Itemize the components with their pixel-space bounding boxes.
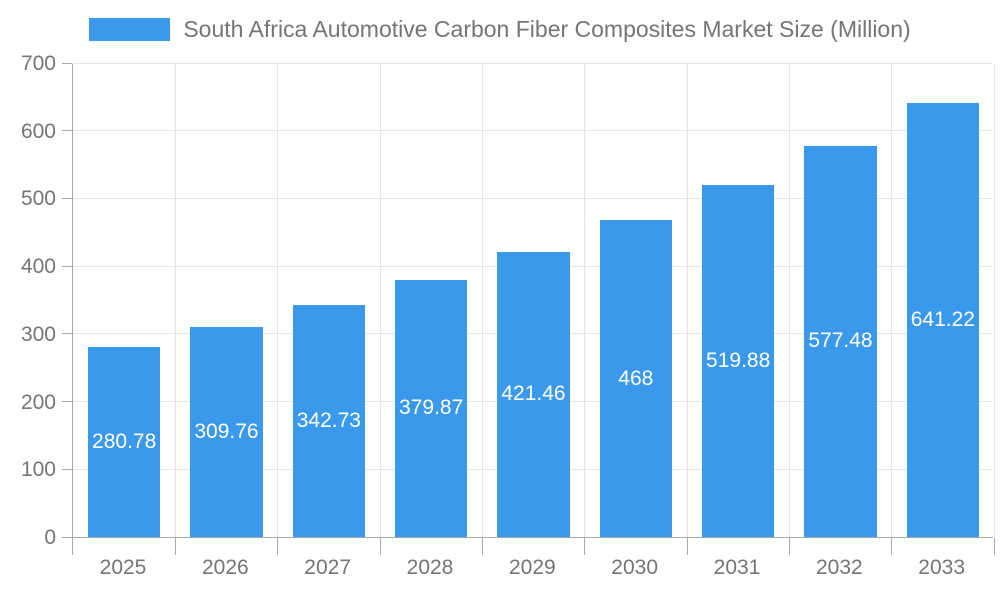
- x-tick-label: 2030: [611, 556, 659, 579]
- plot-area: 280.78 309.76 342.73 379.87 421.46 468 519.88 5…: [62, 62, 995, 555]
- v-gridline: [481, 64, 483, 537]
- bar-2025: 280.78: [87, 346, 161, 537]
- y-tick-label: 300: [20, 322, 56, 346]
- y-tick-label: 100: [20, 458, 56, 482]
- x-tick: [788, 538, 790, 555]
- x-tick: [174, 538, 176, 555]
- y-tick-label: 700: [20, 52, 56, 75]
- legend: South Africa Automotive Carbon Fiber Com…: [0, 14, 1000, 44]
- y-tick-label: 400: [20, 255, 56, 279]
- bar-value-label: 577.48: [808, 329, 873, 353]
- x-tick: [993, 538, 995, 555]
- v-gridline: [584, 64, 586, 537]
- x-tick: [686, 538, 688, 555]
- bar-value-label: 468: [618, 366, 654, 390]
- x-tick-label: 2025: [99, 556, 147, 579]
- y-tick-label: 600: [20, 119, 56, 143]
- y-tick: [62, 401, 72, 403]
- y-tick: [62, 62, 72, 64]
- y-tick-label: 0: [44, 526, 56, 549]
- bar-value-label: 280.78: [92, 429, 157, 453]
- bar-2027: 342.73: [292, 304, 366, 537]
- x-tick: [72, 538, 73, 555]
- x-tick: [481, 538, 483, 555]
- bar-value-label: 379.87: [399, 396, 464, 420]
- v-gridline: [788, 64, 790, 537]
- v-gridline: [277, 64, 279, 537]
- x-tick-label: 2031: [713, 556, 761, 579]
- h-gridline: [73, 130, 993, 132]
- y-tick: [62, 130, 72, 132]
- y-tick: [62, 265, 72, 267]
- bar-2030: 468: [599, 220, 673, 537]
- legend-label[interactable]: South Africa Automotive Carbon Fiber Com…: [183, 16, 911, 42]
- y-tick: [62, 197, 72, 199]
- bar-2033: 641.22: [906, 102, 980, 537]
- bar-value-label: 309.76: [194, 420, 259, 444]
- v-gridline: [686, 64, 688, 537]
- v-gridline: [993, 64, 995, 537]
- x-tick-label: 2026: [201, 556, 249, 579]
- x-tick-label: 2029: [508, 556, 556, 579]
- bar-2032: 577.48: [804, 145, 877, 537]
- bar-value-label: 519.88: [706, 348, 771, 372]
- legend-swatch[interactable]: [89, 17, 171, 41]
- bar-2026: 309.76: [190, 327, 263, 537]
- bar-value-label: 421.46: [501, 382, 566, 406]
- x-tick-label: 2028: [406, 556, 454, 579]
- bar-2029: 421.46: [497, 251, 570, 537]
- v-gridline: [891, 64, 893, 537]
- bar-2028: 379.87: [394, 279, 468, 537]
- v-gridline: [379, 64, 381, 537]
- h-gridline: [73, 62, 993, 64]
- x-tick: [584, 538, 586, 555]
- x-tick-label: 2033: [918, 556, 966, 579]
- x-tick: [277, 538, 279, 555]
- bar-value-label: 342.73: [296, 408, 361, 432]
- x-tick: [891, 538, 893, 555]
- bar-2031: 519.88: [701, 184, 775, 537]
- x-tick-label: 2027: [304, 556, 352, 579]
- y-tick: [62, 536, 72, 538]
- y-tick-label: 500: [20, 187, 56, 211]
- y-tick-label: 200: [20, 390, 56, 414]
- x-tick: [379, 538, 381, 555]
- y-tick: [62, 468, 72, 470]
- y-tick: [62, 333, 72, 335]
- v-gridline: [174, 64, 176, 537]
- bar-value-label: 641.22: [910, 307, 975, 331]
- x-tick-label: 2032: [815, 556, 863, 579]
- h-gridline: [73, 197, 993, 199]
